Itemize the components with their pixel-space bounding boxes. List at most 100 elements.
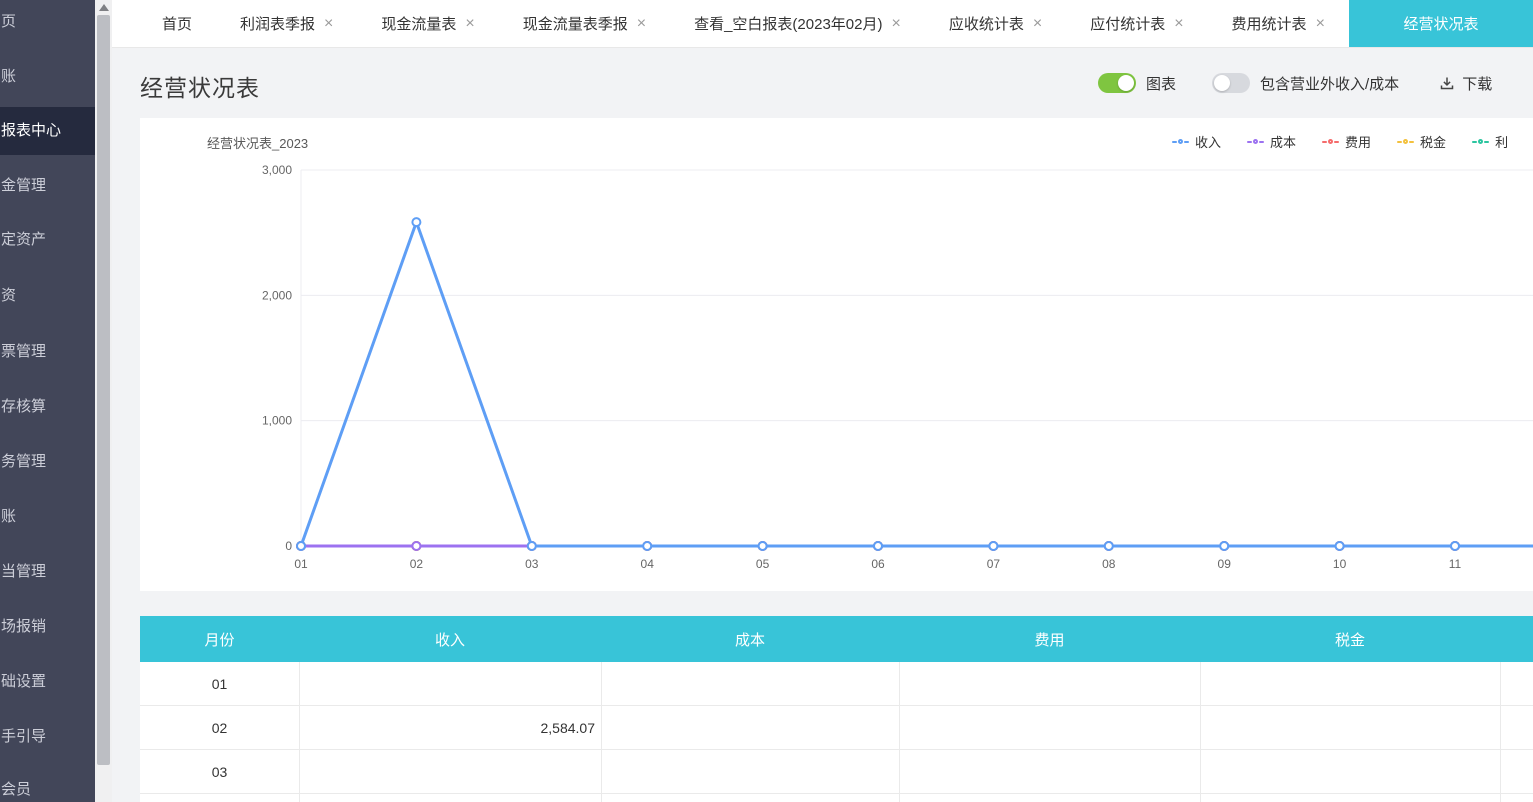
tab-item[interactable]: 利润表季报 × [216,0,357,47]
close-icon[interactable]: × [324,14,334,32]
table-row[interactable]: 02 2,584.07 [140,706,1533,750]
value-cell [899,662,1200,705]
value-cell [601,794,899,802]
tab-label: 应付统计表 [1090,16,1166,33]
tab-item[interactable]: 现金流量表 × [357,0,498,47]
legend-marker [1334,140,1340,143]
svg-text:11: 11 [1449,557,1462,571]
table-row[interactable]: 01 [140,662,1533,706]
tab-label: 利润表季报 [240,16,316,33]
legend-label: 收入 [1195,135,1222,150]
sidebar-item[interactable]: 手引导 [1,728,47,745]
legend-label: 税金 [1420,135,1447,150]
tab-item[interactable]: 现金流量表季报 × [499,0,670,47]
sidebar-item[interactable]: 定资产 [1,231,47,248]
sidebar-item[interactable]: 础设置 [1,673,47,690]
table-row[interactable] [140,794,1533,802]
svg-text:2,000: 2,000 [262,288,292,302]
legend-marker-dot [1178,139,1183,144]
value-cell [1200,706,1500,749]
sidebar-item[interactable]: 会员 [1,781,32,798]
legend-item[interactable]: 税金 [1397,132,1446,151]
legend-marker [1259,140,1265,143]
tab-label: 现金流量表季报 [522,16,628,33]
chart-toggle[interactable] [1098,73,1136,93]
legend-marker-dot [1253,139,1259,144]
month-cell [140,794,299,802]
sidebar-item[interactable]: 金管理 [1,177,47,194]
legend-marker-dot [1328,139,1334,144]
sidebar-item[interactable]: 务管理 [1,453,47,470]
download-button[interactable]: 下载 [1439,73,1492,94]
sidebar-item[interactable]: 存核算 [1,398,47,415]
tab-active[interactable]: 经营状况表 [1348,0,1533,47]
month-cell: 02 [211,719,228,736]
legend-marker [1247,140,1253,143]
sidebar-item[interactable]: 账 [1,68,17,85]
sidebar-item[interactable]: 票管理 [1,343,47,360]
table-header-row: 月份 收入 成本 费用 税金 [140,616,1533,662]
sidebar-item[interactable]: 资 [1,287,17,304]
vertical-scrollbar[interactable] [95,0,112,802]
legend-marker [1409,140,1415,143]
legend-label: 费用 [1345,135,1372,150]
legend-marker-dot [1403,139,1409,144]
download-label: 下载 [1462,75,1493,93]
value-cell [1200,662,1500,705]
svg-text:0: 0 [285,539,292,553]
svg-text:08: 08 [1102,557,1116,571]
close-icon[interactable]: × [1315,14,1325,32]
value-cell [899,794,1200,802]
close-icon[interactable]: × [1174,14,1184,32]
tab-label: 查看_空白报表(2023年02月) [694,16,883,33]
tab-item[interactable]: 应收统计表 × [925,0,1066,47]
value-cell [299,794,601,802]
svg-text:09: 09 [1218,557,1232,571]
close-icon[interactable]: × [891,14,901,32]
legend-marker [1322,140,1328,143]
legend-item[interactable]: 利 [1472,132,1508,151]
sidebar-item[interactable]: 场报销 [1,618,47,635]
value-cell: 2,584.07 [299,706,601,749]
sidebar-item[interactable]: 报表中心 [0,107,95,155]
chart-toggle-label: 图表 [1146,75,1177,93]
close-icon[interactable]: × [1032,14,1043,32]
legend-marker [1472,140,1478,143]
sidebar-item[interactable]: 页 [1,13,17,30]
page-title: 经营状况表 [140,75,260,101]
legend-item[interactable]: 费用 [1322,132,1371,151]
sidebar-item[interactable]: 当管理 [1,563,47,580]
svg-text:07: 07 [987,557,1001,571]
toolbar: 经营状况表 图表 包含营业外收入/成本 下载 [112,48,1533,118]
close-icon[interactable]: × [465,14,475,32]
chart-legend: 收入 成本 费用 税金 利 [1172,132,1533,151]
tab-item[interactable]: 首页 [138,0,216,47]
report-table: 月份 收入 成本 费用 税金 01 02 2,584.07 03 [140,616,1533,802]
tab-label: 费用统计表 [1231,16,1307,33]
value-cell [1200,750,1500,793]
include-toggle[interactable] [1212,73,1251,93]
sidebar-item[interactable]: 账 [1,508,17,525]
legend-label: 成本 [1270,135,1297,150]
table-header-cell: 月份 [204,631,235,649]
table-row[interactable]: 03 [140,750,1533,794]
table-header-cell: 税金 [1334,631,1365,649]
scrollbar-thumb[interactable] [97,15,110,765]
value-cell [601,662,899,705]
legend-marker [1172,140,1177,143]
legend-label: 利 [1495,135,1509,150]
tab-bar: 首页 利润表季报 × 现金流量表 × 现金流量表季报 × 查看_空白报表(2023年02月) ×… [112,0,1533,48]
tab-item[interactable]: 查看_空白报表(2023年02月) × [670,0,925,47]
value-cell [601,706,899,749]
table-header-cell: 费用 [1034,631,1065,649]
arrow-up-icon[interactable] [99,4,109,11]
legend-item[interactable]: 成本 [1247,132,1296,151]
tab-item[interactable]: 费用统计表 × [1208,0,1349,47]
value-cell [1500,662,1533,705]
svg-text:06: 06 [871,557,885,571]
legend-item[interactable]: 收入 [1172,132,1221,151]
toggle-knob [1214,75,1231,91]
tab-item[interactable]: 应付统计表 × [1066,0,1207,47]
close-icon[interactable]: × [636,14,647,32]
